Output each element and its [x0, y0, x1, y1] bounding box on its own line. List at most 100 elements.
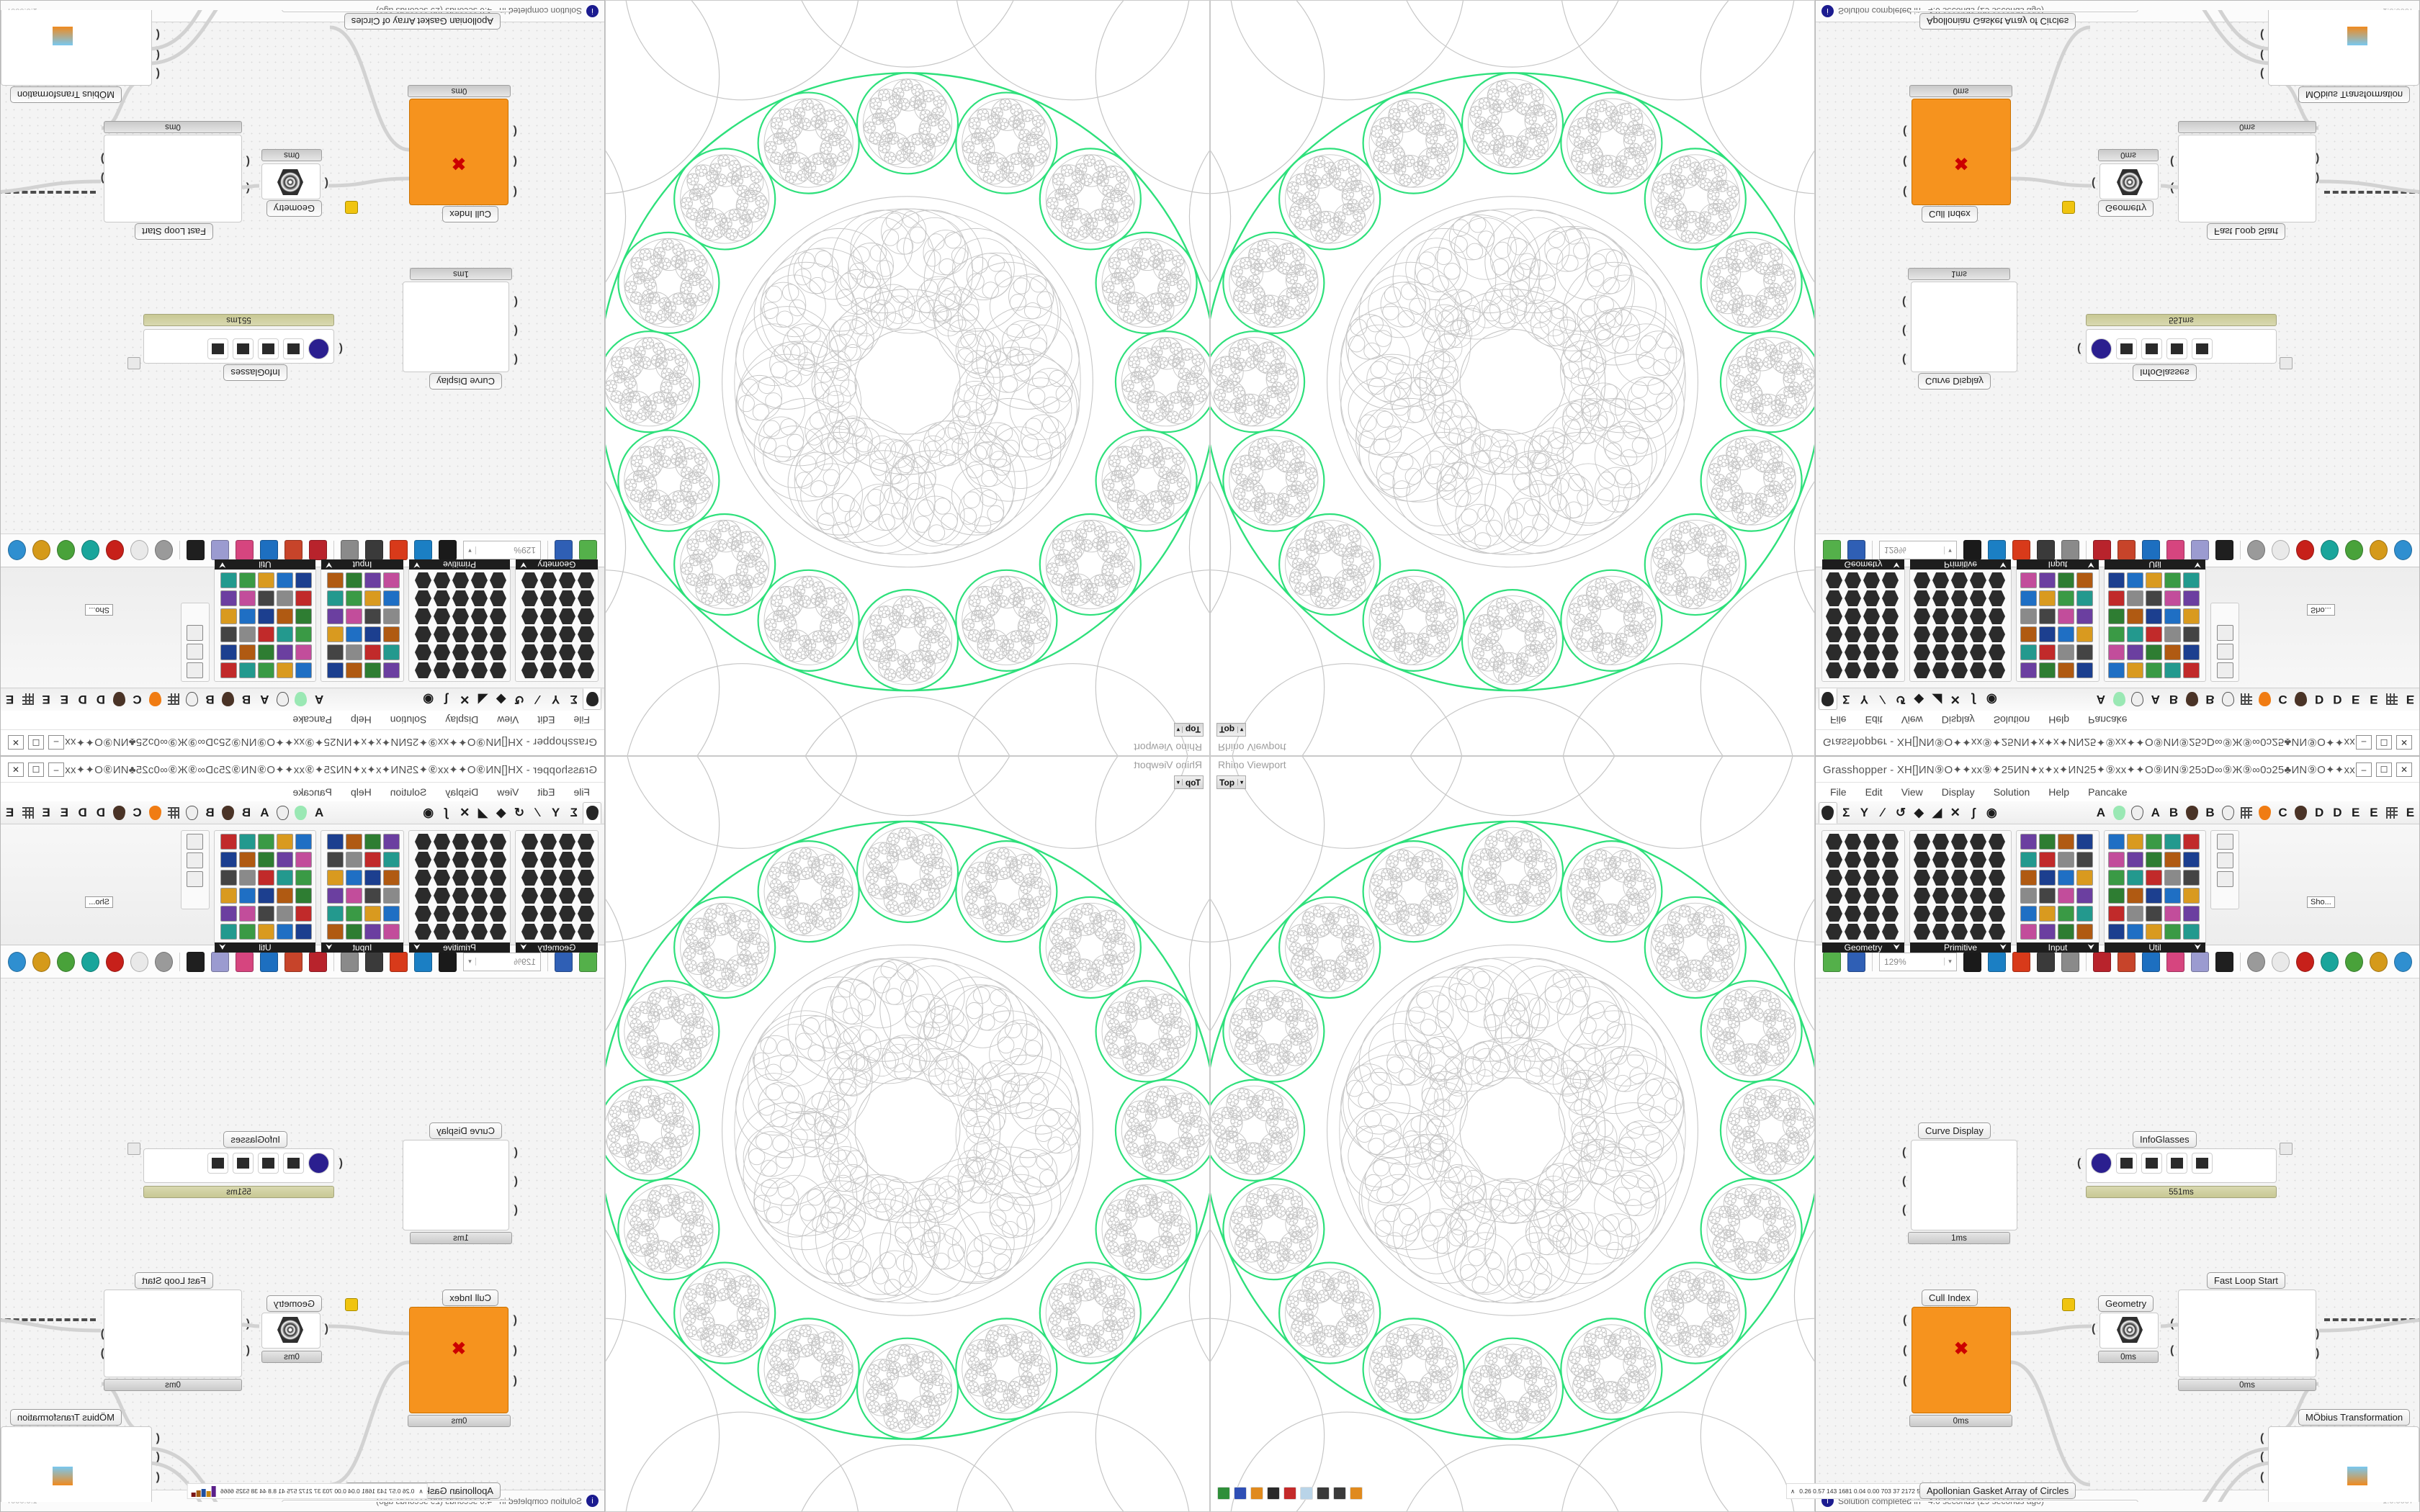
component-icon[interactable]	[559, 644, 575, 660]
node-title-fast-loop-start[interactable]: Fast Loop Start	[2207, 223, 2285, 240]
component-icon[interactable]	[2108, 626, 2125, 642]
component-icon[interactable]	[2039, 924, 2056, 940]
component-icon[interactable]	[415, 852, 431, 868]
close-button[interactable]: ✕	[8, 762, 24, 777]
component-icon[interactable]	[364, 626, 381, 642]
node-port-in[interactable]: (	[514, 325, 518, 337]
menu-display[interactable]: Display	[1941, 786, 1975, 798]
component-icon[interactable]	[540, 626, 557, 642]
ribbon-extra-tab-7[interactable]	[2219, 689, 2237, 711]
pin-icon[interactable]: ⮟	[413, 560, 421, 570]
node-port-in[interactable]: (	[2077, 343, 2081, 355]
ribbon-extra-tab-5[interactable]	[2183, 802, 2201, 824]
component-icon[interactable]	[521, 906, 538, 922]
menu-display[interactable]: Display	[445, 714, 479, 726]
blob-teal-icon[interactable]	[2321, 540, 2339, 561]
node-body[interactable]	[2178, 1290, 2316, 1377]
component-icon[interactable]	[1845, 662, 1861, 678]
menu-pancake[interactable]: Pancake	[2088, 714, 2128, 726]
component-icon[interactable]	[2146, 888, 2162, 904]
ribbon-extra-tab-17[interactable]: E	[5, 693, 14, 707]
pin-icon[interactable]: ⮟	[219, 942, 226, 952]
component-icon[interactable]	[258, 662, 274, 678]
node-body[interactable]	[409, 99, 508, 205]
bulb-icon[interactable]	[2190, 951, 2210, 972]
window-buttons[interactable]: – ☐ ✕	[2356, 762, 2412, 777]
component-icon[interactable]	[540, 608, 557, 624]
component-icon[interactable]	[578, 870, 594, 886]
blob-white-icon[interactable]	[2271, 540, 2290, 561]
component-icon[interactable]	[2108, 924, 2125, 940]
node-body[interactable]	[104, 135, 242, 222]
component-icon[interactable]	[578, 644, 594, 660]
node-port-in[interactable]: (	[339, 1157, 343, 1169]
ribbon-extra-tab-3[interactable]: A	[260, 805, 269, 819]
ribbon-extra-tab-1[interactable]	[292, 689, 310, 711]
tag-glasses-icon[interactable]	[2141, 1153, 2162, 1174]
component-icon[interactable]	[364, 924, 381, 940]
component-icon[interactable]	[2108, 870, 2125, 886]
component-icon[interactable]	[220, 590, 237, 606]
ribbon-extra-tab-4[interactable]: B	[241, 693, 251, 707]
component-icon[interactable]	[2058, 906, 2074, 922]
component-group-caption[interactable]: Input ⮟	[2017, 942, 2099, 953]
scissors-icon[interactable]	[186, 540, 205, 561]
component-icon[interactable]	[2020, 572, 2037, 588]
palette-icon[interactable]	[2216, 662, 2233, 678]
chevron-down-icon[interactable]: ▾	[468, 958, 476, 966]
component-icon[interactable]	[295, 662, 312, 678]
ribbon-tab-8[interactable]: ʃ	[1971, 693, 1976, 707]
bake-flame-icon[interactable]	[2012, 951, 2030, 972]
search-icon[interactable]	[2141, 951, 2160, 972]
component-icon[interactable]	[1951, 626, 1968, 642]
component-icon[interactable]	[346, 852, 362, 868]
ribbon-tab-1[interactable]: Σ	[1842, 693, 1850, 707]
node-port-in[interactable]: (	[246, 156, 250, 168]
component-icon[interactable]	[434, 626, 450, 642]
component-icon[interactable]	[1989, 572, 2005, 588]
component-icon[interactable]	[327, 572, 344, 588]
ribbon-tab-2[interactable]: Υ	[551, 693, 560, 707]
component-icon[interactable]	[2164, 572, 2181, 588]
component-icon[interactable]	[2020, 888, 2037, 904]
menu-help[interactable]: Help	[2048, 786, 2070, 798]
scissors-icon[interactable]	[2215, 540, 2234, 561]
component-icon[interactable]	[1951, 906, 1968, 922]
node-title-curve-display[interactable]: Curve Display	[1918, 1122, 1991, 1139]
menu-pancake[interactable]: Pancake	[292, 786, 332, 798]
component-icon[interactable]	[578, 572, 594, 588]
node-port-in[interactable]: (	[514, 1146, 518, 1158]
component-icon[interactable]	[1826, 924, 1842, 940]
component-icon[interactable]	[415, 608, 431, 624]
preview-checkbox[interactable]	[127, 1143, 140, 1155]
component-icon[interactable]	[1914, 590, 1930, 606]
rhino-status-icon[interactable]	[1217, 1487, 1230, 1500]
menu-bar[interactable]: File Edit View Display Solution Help Pan…	[1, 711, 604, 729]
component-icon[interactable]	[1989, 852, 2005, 868]
ribbon-extra-tab-11[interactable]	[2292, 689, 2310, 711]
component-icon[interactable]	[1914, 626, 1930, 642]
component-icon[interactable]	[346, 590, 362, 606]
window-buttons[interactable]: – ☐ ✕	[8, 735, 64, 750]
node-title-curve-display[interactable]: Curve Display	[429, 373, 502, 390]
component-icon[interactable]	[2039, 626, 2056, 642]
component-icon[interactable]	[1989, 644, 2005, 660]
ribbon-extra-tab-4[interactable]: B	[241, 805, 251, 819]
component-icon[interactable]	[277, 870, 293, 886]
ribbon-tab-9[interactable]: ◉	[423, 805, 434, 819]
rhino-status-icon[interactable]	[1350, 1487, 1363, 1500]
component-icon[interactable]	[1882, 626, 1899, 642]
menu-view[interactable]: View	[1901, 786, 1923, 798]
component-icon[interactable]	[327, 870, 344, 886]
ribbon-extra-tab-13[interactable]: D	[2333, 805, 2342, 819]
component-icon[interactable]	[452, 572, 469, 588]
save-disk-icon[interactable]	[554, 951, 573, 972]
gift-icon[interactable]	[236, 540, 254, 561]
component-icon[interactable]	[258, 608, 274, 624]
component-icon[interactable]	[540, 852, 557, 868]
ribbon-tab-5[interactable]: ◆	[1914, 805, 1924, 819]
floating-palette[interactable]	[181, 603, 210, 682]
palette-icon[interactable]	[2216, 625, 2233, 641]
node-port-in[interactable]: (	[513, 156, 517, 168]
component-icon[interactable]	[2127, 608, 2143, 624]
